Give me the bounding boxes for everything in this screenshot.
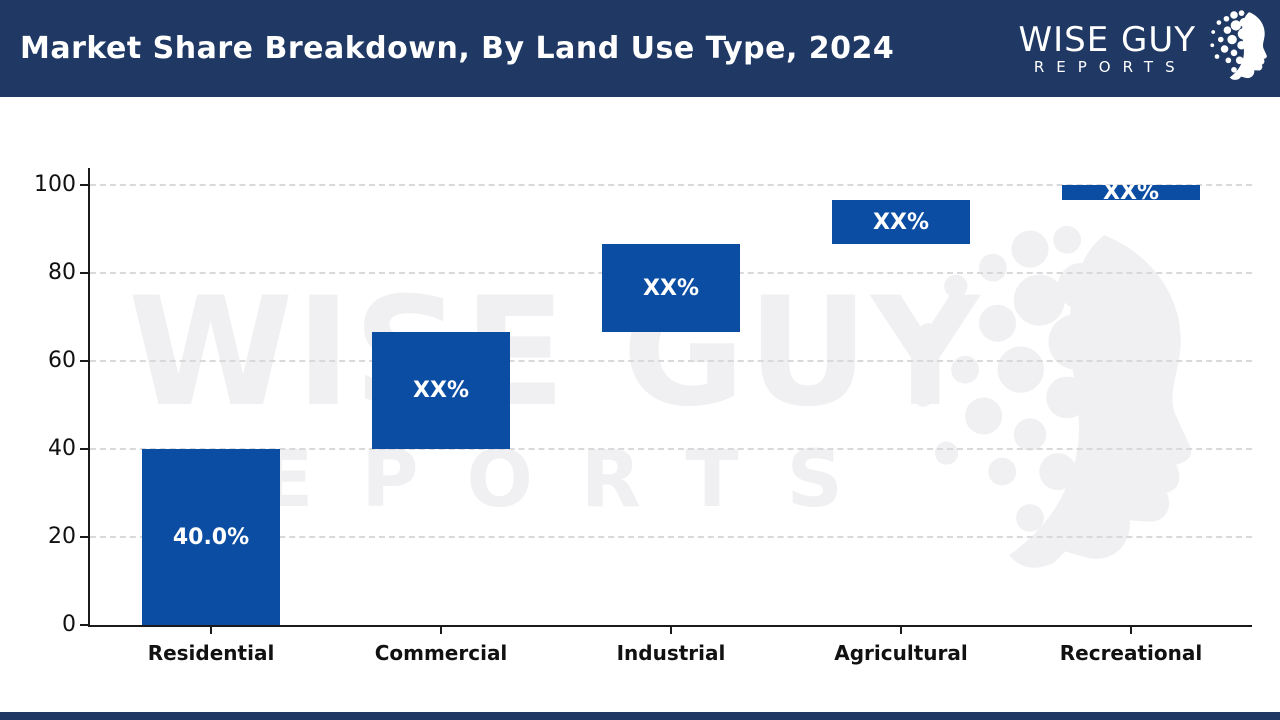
- x-tick-label-commercial: Commercial: [374, 641, 508, 665]
- y-tick-20: [80, 536, 88, 538]
- x-tick-industrial: [670, 627, 672, 634]
- gridline-40: [90, 448, 1252, 450]
- gridline-60: [90, 360, 1252, 362]
- y-axis-line: [88, 168, 90, 627]
- watermark-wordmark: WISE GUY: [128, 266, 982, 440]
- logo-subtitle: REPORTS: [1033, 57, 1187, 76]
- x-tick-residential: [210, 627, 212, 634]
- y-tick-0: [80, 624, 88, 626]
- x-tick-label-recreational: Recreational: [1059, 641, 1203, 665]
- bar-value-label-agricultural: XX%: [873, 209, 929, 235]
- wiseguy-head-icon: [1200, 7, 1268, 91]
- x-tick-recreational: [1130, 627, 1132, 634]
- bar-value-label-industrial: XX%: [643, 275, 699, 301]
- bar-value-label-commercial: XX%: [413, 378, 469, 404]
- gridline-20: [90, 536, 1252, 538]
- bar-residential: 40.0%: [142, 449, 280, 625]
- y-tick-label-100: 100: [34, 172, 76, 197]
- y-tick-60: [80, 360, 88, 362]
- y-tick-label-0: 0: [62, 612, 76, 637]
- bar-commercial: XX%: [372, 332, 510, 449]
- bar-recreational: XX%: [1062, 185, 1200, 201]
- x-tick-commercial: [440, 627, 442, 634]
- y-tick-label-60: 60: [48, 348, 76, 373]
- x-tick-label-agricultural: Agricultural: [834, 641, 968, 665]
- logo-wordmark: WISE GUY: [1018, 19, 1196, 60]
- chart-title: Market Share Breakdown, By Land Use Type…: [20, 31, 895, 66]
- bar-agricultural: XX%: [832, 200, 970, 245]
- x-tick-agricultural: [900, 627, 902, 634]
- gridline-100: [90, 184, 1252, 186]
- x-axis-line: [88, 625, 1252, 627]
- wiseguy-logo: WISE GUY REPORTS: [1018, 0, 1268, 97]
- bar-industrial: XX%: [602, 244, 740, 333]
- bar-value-label-residential: 40.0%: [172, 524, 250, 550]
- wiseguy-logo-text: WISE GUY REPORTS: [1018, 22, 1196, 76]
- header-band: Market Share Breakdown, By Land Use Type…: [0, 0, 1280, 97]
- y-tick-100: [80, 184, 88, 186]
- y-tick-label-40: 40: [48, 436, 76, 461]
- x-tick-label-residential: Residential: [147, 641, 275, 665]
- footer-band: [0, 712, 1280, 720]
- y-tick-40: [80, 448, 88, 450]
- y-tick-label-80: 80: [48, 260, 76, 285]
- bar-value-label-recreational: XX%: [1103, 185, 1159, 201]
- x-tick-label-industrial: Industrial: [616, 641, 726, 665]
- y-tick-label-20: 20: [48, 524, 76, 549]
- y-tick-80: [80, 272, 88, 274]
